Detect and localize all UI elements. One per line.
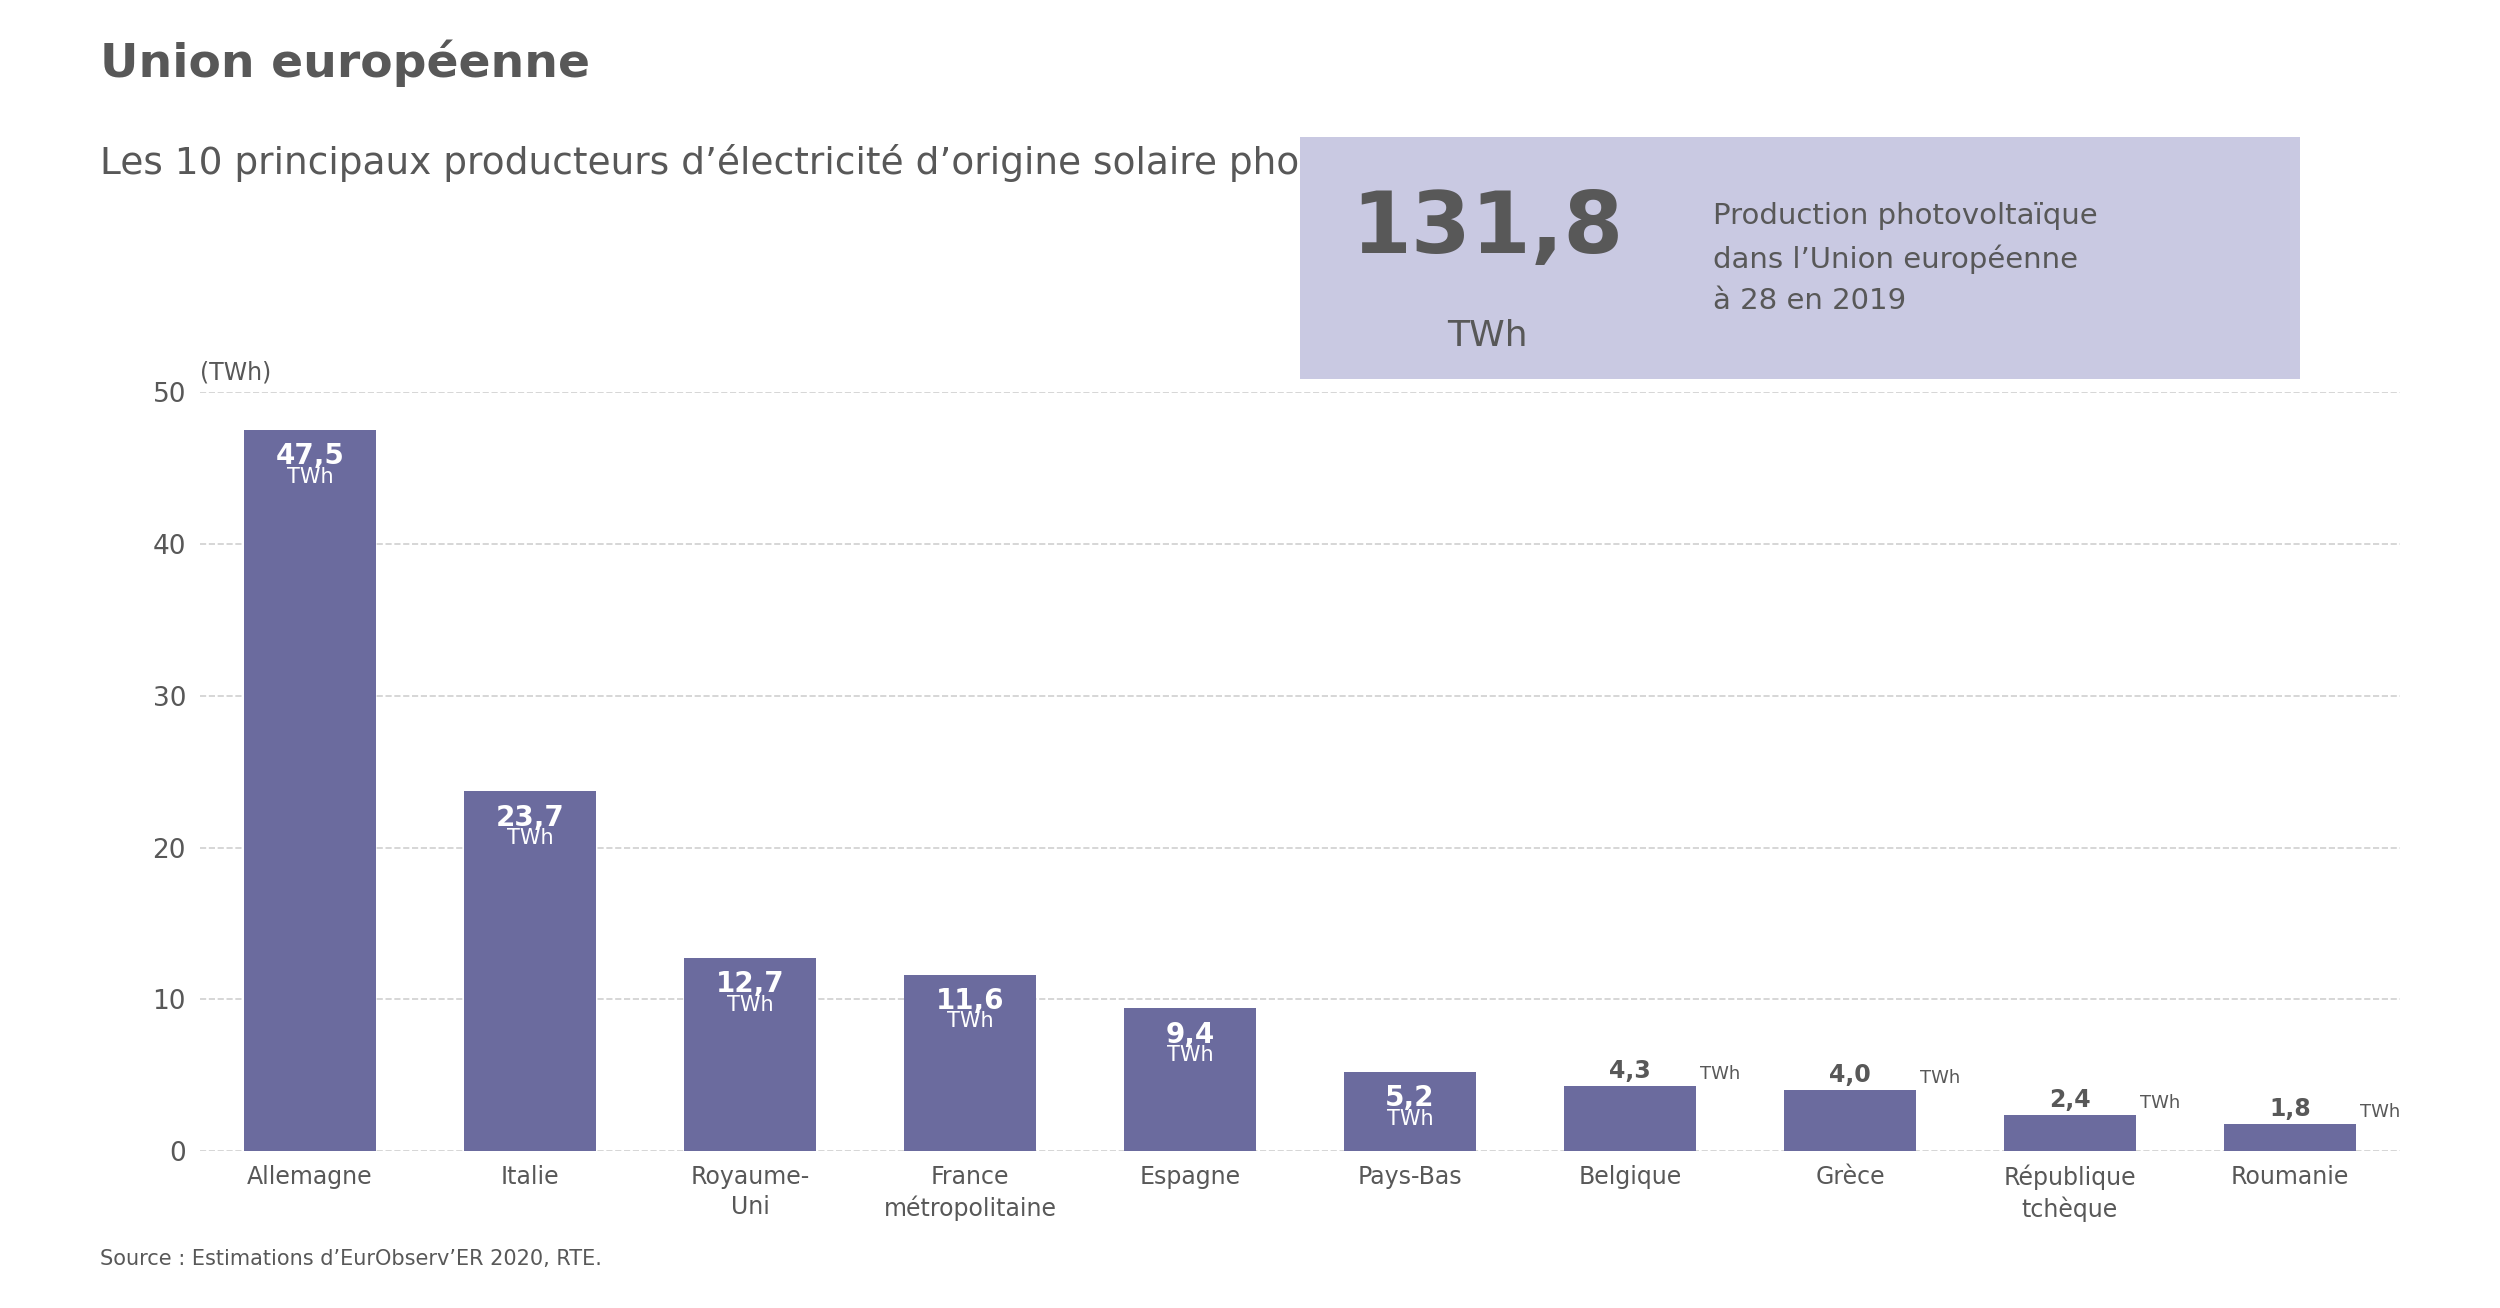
Text: TWh: TWh xyxy=(728,995,772,1015)
Text: TWh: TWh xyxy=(508,828,552,848)
Bar xyxy=(1125,1008,1255,1151)
Text: TWh: TWh xyxy=(1700,1065,1740,1083)
Text: 9,4: 9,4 xyxy=(1165,1020,1215,1049)
Text: 4,0: 4,0 xyxy=(1830,1063,1870,1087)
Text: 131,8: 131,8 xyxy=(1352,188,1622,271)
Bar xyxy=(2005,1114,2135,1151)
Bar xyxy=(1785,1091,1915,1151)
Text: Production photovoltaïque
dans l’Union européenne
à 28 en 2019: Production photovoltaïque dans l’Union e… xyxy=(1713,201,2098,315)
Text: TWh: TWh xyxy=(2140,1093,2180,1112)
Text: TWh: TWh xyxy=(1920,1070,1960,1087)
Text: TWh: TWh xyxy=(1448,319,1528,353)
Text: 47,5: 47,5 xyxy=(275,442,345,471)
Text: TWh: TWh xyxy=(948,1011,992,1032)
Text: Les 10 principaux producteurs d’électricité d’origine solaire photovoltaïque en : Les 10 principaux producteurs d’électric… xyxy=(100,144,1678,182)
Bar xyxy=(685,959,815,1151)
Text: 11,6: 11,6 xyxy=(935,988,1005,1015)
Bar xyxy=(1345,1073,1475,1151)
Bar xyxy=(1565,1086,1695,1151)
Bar xyxy=(245,430,375,1151)
Text: 4,3: 4,3 xyxy=(1610,1058,1650,1083)
Text: TWh: TWh xyxy=(288,467,332,487)
Text: TWh: TWh xyxy=(2360,1103,2400,1121)
Text: 2,4: 2,4 xyxy=(2050,1087,2090,1112)
Text: 12,7: 12,7 xyxy=(715,971,785,998)
Bar xyxy=(465,791,595,1151)
Text: Union européenne: Union européenne xyxy=(100,39,590,86)
Text: 5,2: 5,2 xyxy=(1385,1084,1435,1112)
Text: 1,8: 1,8 xyxy=(2270,1096,2310,1121)
Bar xyxy=(2225,1124,2355,1151)
Bar xyxy=(905,974,1035,1151)
Text: Source : Estimations d’EurObserv’ER 2020, RTE.: Source : Estimations d’EurObserv’ER 2020… xyxy=(100,1249,602,1269)
Text: 23,7: 23,7 xyxy=(495,803,565,832)
Text: TWh: TWh xyxy=(1388,1109,1432,1129)
Text: TWh: TWh xyxy=(1168,1045,1212,1065)
Text: (TWh): (TWh) xyxy=(200,361,270,385)
